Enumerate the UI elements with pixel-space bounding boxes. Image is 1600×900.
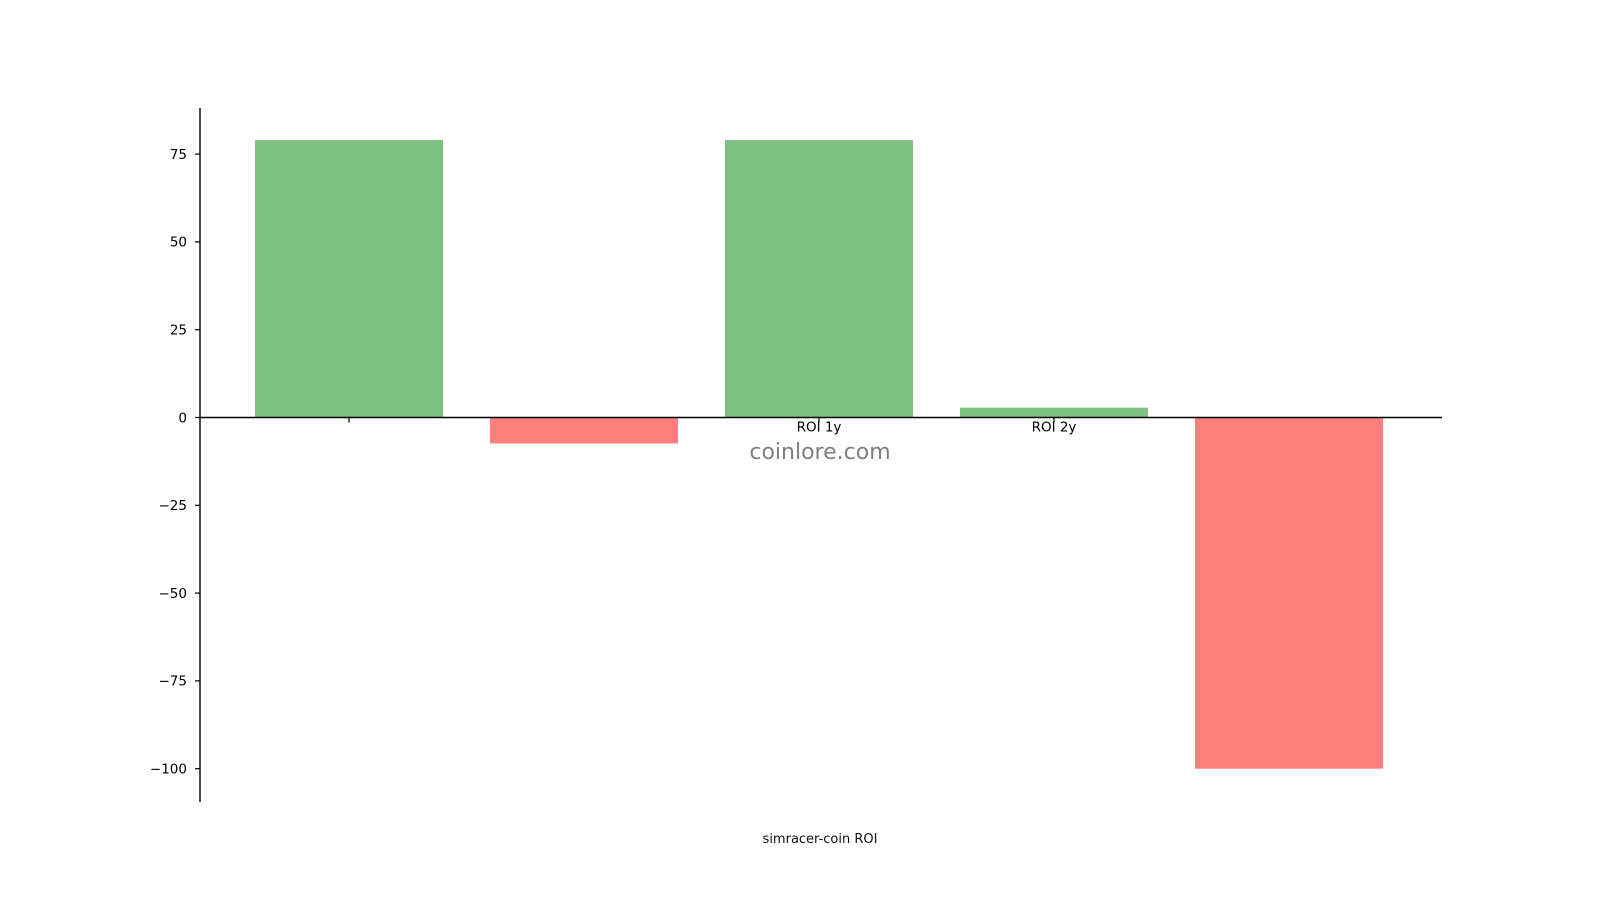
- bar: [725, 140, 913, 418]
- y-tick-label: 0: [178, 410, 187, 426]
- x-tick-label: ROI 2y: [1032, 420, 1077, 436]
- coinlore-watermark: coinlore.com: [749, 440, 891, 465]
- bar: [490, 417, 678, 444]
- bar: [1195, 417, 1383, 769]
- y-tick-label: −75: [159, 674, 188, 690]
- y-tick-label: −100: [150, 762, 187, 778]
- bar: [960, 407, 1148, 418]
- y-tick-label: 50: [170, 235, 187, 251]
- y-tick-label: −25: [159, 498, 188, 514]
- bar: [255, 140, 443, 418]
- chart-title: simracer-coin ROI: [762, 832, 878, 847]
- y-tick-label: −50: [159, 586, 188, 602]
- y-tick-label: 75: [170, 147, 187, 163]
- y-tick-label: 25: [170, 323, 187, 339]
- x-tick-label: ROI 1y: [797, 420, 842, 436]
